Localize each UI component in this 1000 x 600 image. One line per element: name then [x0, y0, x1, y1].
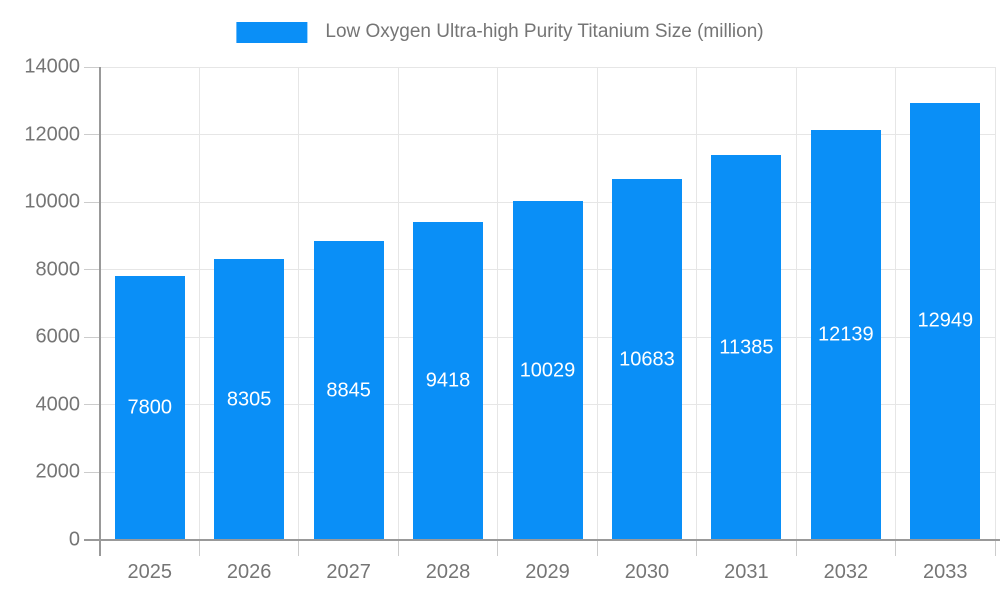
y-axis-labels: 0 2000 4000 6000 8000 10000 12000 14000 — [0, 56, 81, 551]
plot-area: 7800 8305 8845 9418 10029 10683 11385 12139 1294… — [84, 66, 1000, 556]
bar[interactable] — [711, 155, 782, 540]
gridline-vertical — [198, 67, 200, 540]
x-axis-category-label: 2028 — [425, 561, 471, 583]
x-axis-tick — [795, 540, 797, 556]
y-axis-tick-label: 12000 — [24, 123, 80, 146]
y-axis-tick — [84, 471, 100, 473]
bar-value-label: 10029 — [519, 359, 576, 382]
bar[interactable] — [114, 276, 185, 540]
legend-swatch — [236, 21, 308, 43]
x-axis-category-label: 2027 — [326, 561, 371, 583]
bar[interactable] — [512, 201, 583, 540]
gridline-vertical — [397, 67, 399, 540]
x-axis-category-label: 2025 — [127, 561, 172, 583]
bar-value-label: 12139 — [818, 323, 874, 346]
x-axis-labels: 2025 2026 2027 2028 2029 2030 2031 2032 2033 — [100, 561, 995, 587]
gridline-horizontal — [100, 66, 995, 68]
x-axis-category-label: 2031 — [724, 561, 769, 583]
x-axis-tick — [298, 540, 300, 556]
y-axis-tick — [84, 336, 100, 338]
legend[interactable]: Low Oxygen Ultra-high Purity Titanium Si… — [236, 21, 764, 43]
x-axis-line — [84, 539, 1000, 541]
bar-value-label: 8845 — [326, 379, 371, 402]
x-axis-tick — [397, 540, 399, 556]
x-axis-category-label: 2033 — [923, 561, 968, 583]
x-axis-tick — [497, 540, 499, 556]
y-axis-tick-label: 14000 — [24, 55, 80, 78]
y-axis-tick-label: 8000 — [35, 258, 81, 281]
x-axis-tick — [198, 540, 200, 556]
bar-value-label: 8305 — [226, 388, 272, 411]
legend-label: Low Oxygen Ultra-high Purity Titanium Si… — [325, 21, 764, 42]
y-axis-tick — [84, 201, 100, 203]
gridline-vertical — [795, 67, 797, 540]
y-axis-tick — [84, 404, 100, 406]
y-axis-tick — [84, 134, 100, 136]
y-axis-tick — [84, 66, 100, 68]
x-axis-tick — [994, 540, 996, 556]
gridline-vertical — [596, 67, 598, 540]
x-axis-tick — [696, 540, 698, 556]
gridline-vertical — [696, 67, 698, 540]
bar[interactable] — [214, 259, 285, 540]
x-axis-category-label: 2030 — [624, 561, 670, 583]
y-axis-tick — [84, 269, 100, 271]
bar[interactable] — [611, 179, 682, 540]
gridline-vertical — [895, 67, 897, 540]
gridline-horizontal — [100, 134, 995, 136]
y-axis-tick-label: 4000 — [35, 393, 81, 416]
bar-value-label: 11385 — [719, 336, 774, 359]
bar[interactable] — [313, 241, 384, 540]
x-axis-category-label: 2032 — [823, 561, 869, 583]
bar[interactable] — [413, 221, 484, 540]
y-axis-tick-label: 10000 — [24, 190, 80, 213]
bar-value-label: 7800 — [127, 396, 172, 419]
gridline-vertical — [497, 67, 499, 540]
x-axis-category-label: 2026 — [226, 561, 272, 583]
bar-value-label: 10683 — [619, 348, 675, 371]
bar[interactable] — [810, 129, 881, 540]
gridline-vertical — [994, 67, 996, 540]
bar-value-label: 12949 — [917, 309, 974, 332]
x-axis-tick — [596, 540, 598, 556]
gridline-vertical — [298, 67, 300, 540]
x-axis-tick — [895, 540, 897, 556]
y-axis-tick-label: 2000 — [35, 460, 81, 483]
y-axis-tick-label: 6000 — [35, 325, 81, 348]
bar[interactable] — [910, 102, 981, 540]
bar-value-label: 9418 — [425, 369, 471, 392]
x-axis-category-label: 2029 — [525, 561, 570, 583]
y-axis-line — [99, 67, 101, 556]
y-axis-tick-label: 0 — [68, 528, 80, 551]
